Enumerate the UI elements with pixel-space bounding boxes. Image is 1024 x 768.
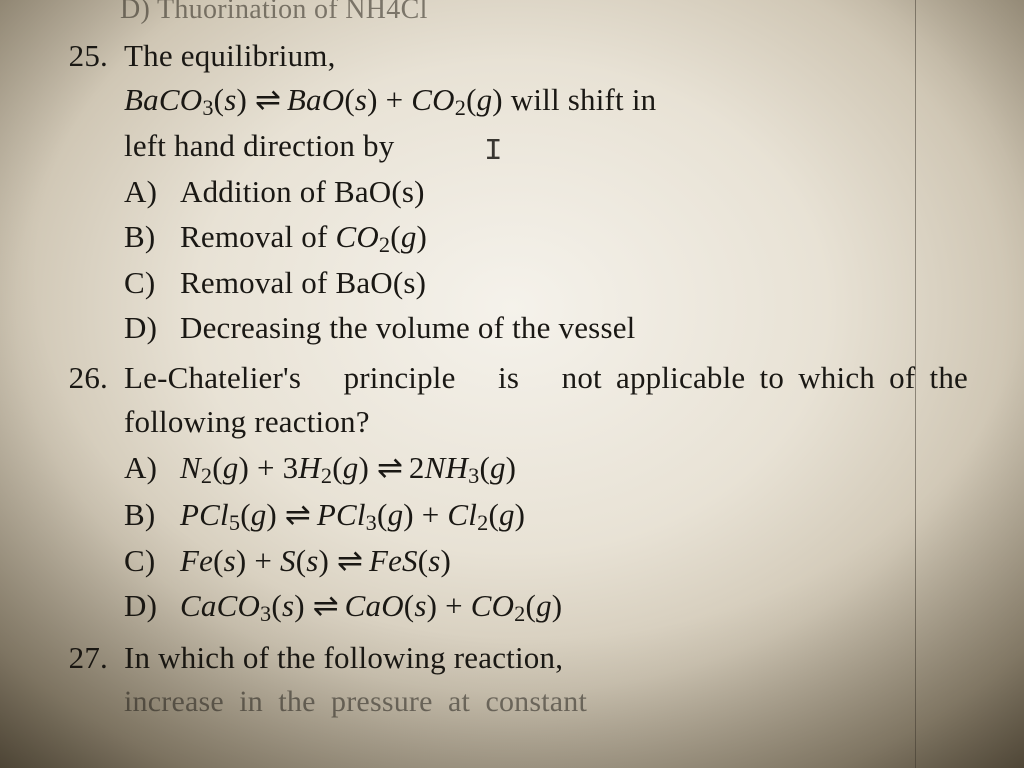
content-column: 25. The equilibrium, BaCO3(s) ⇌ BaO(s) +… (60, 28, 974, 724)
option-text: Decreasing the volume of the vessel (180, 306, 974, 350)
option-label: D) (124, 584, 166, 630)
question-number: 27. (60, 636, 108, 724)
question-text-line2: BaCO3(s) ⇌ BaO(s) + CO2(g) will shift in (124, 78, 974, 124)
question-text-line3: left hand direction by I (124, 124, 974, 168)
option-text: Addition of BaO(s) (180, 170, 974, 214)
option-label: A) (124, 446, 166, 492)
option-label: C) (124, 261, 166, 305)
question-text-line1: The equilibrium, (124, 34, 974, 78)
question-body: Le-Chatelier's principle is not applicab… (124, 356, 974, 630)
text-cursor-artifact: I (484, 130, 503, 174)
option-a: A) Addition of BaO(s) (124, 170, 974, 214)
question-body: In which of the following reaction, incr… (124, 636, 974, 724)
option-d: D) CaCO3(s) ⇌ CaO(s) + CO2(g) (124, 584, 974, 630)
option-text: Removal of BaO(s) (180, 261, 974, 305)
question-25: 25. The equilibrium, BaCO3(s) ⇌ BaO(s) +… (60, 34, 974, 350)
question-number: 25. (60, 34, 108, 350)
truncated-next-line: increase in the pressure at constant (124, 681, 974, 724)
option-text: CaCO3(s) ⇌ CaO(s) + CO2(g) (180, 584, 974, 630)
option-b: B) Removal of CO2(g) (124, 215, 974, 261)
option-c: C) Removal of BaO(s) (124, 261, 974, 305)
question-tail: left hand direction by (124, 128, 394, 163)
question-number: 26. (60, 356, 108, 630)
option-text: Removal of CO2(g) (180, 215, 974, 261)
options-list: A) Addition of BaO(s) B) Removal of CO2(… (124, 170, 974, 351)
question-text: In which of the following reaction, (124, 636, 974, 680)
option-b: B) PCl5(g) ⇌ PCl3(g) + Cl2(g) (124, 493, 974, 539)
option-label: A) (124, 170, 166, 214)
option-label: D) (124, 306, 166, 350)
option-a: A) N2(g) + 3H2(g) ⇌ 2NH3(g) (124, 446, 974, 492)
question-text: Le-Chatelier's principle is not applicab… (124, 356, 974, 444)
option-text: N2(g) + 3H2(g) ⇌ 2NH3(g) (180, 446, 974, 492)
question-27: 27. In which of the following reaction, … (60, 636, 974, 724)
option-text: PCl5(g) ⇌ PCl3(g) + Cl2(g) (180, 493, 974, 539)
option-text: Fe(s) + S(s) ⇌ FeS(s) (180, 539, 974, 583)
option-label: C) (124, 539, 166, 583)
option-label: B) (124, 215, 166, 261)
option-label: B) (124, 493, 166, 539)
options-list: A) N2(g) + 3H2(g) ⇌ 2NH3(g) B) PCl5(g) ⇌… (124, 446, 974, 630)
option-d: D) Decreasing the volume of the vessel (124, 306, 974, 350)
truncated-previous-line: D) Thuorination of NH4Cl (120, 0, 428, 26)
option-c: C) Fe(s) + S(s) ⇌ FeS(s) (124, 539, 974, 583)
question-26: 26. Le-Chatelier's principle is not appl… (60, 356, 974, 630)
page-photo: D) Thuorination of NH4Cl 25. The equilib… (0, 0, 1024, 768)
question-body: The equilibrium, BaCO3(s) ⇌ BaO(s) + CO2… (124, 34, 974, 350)
